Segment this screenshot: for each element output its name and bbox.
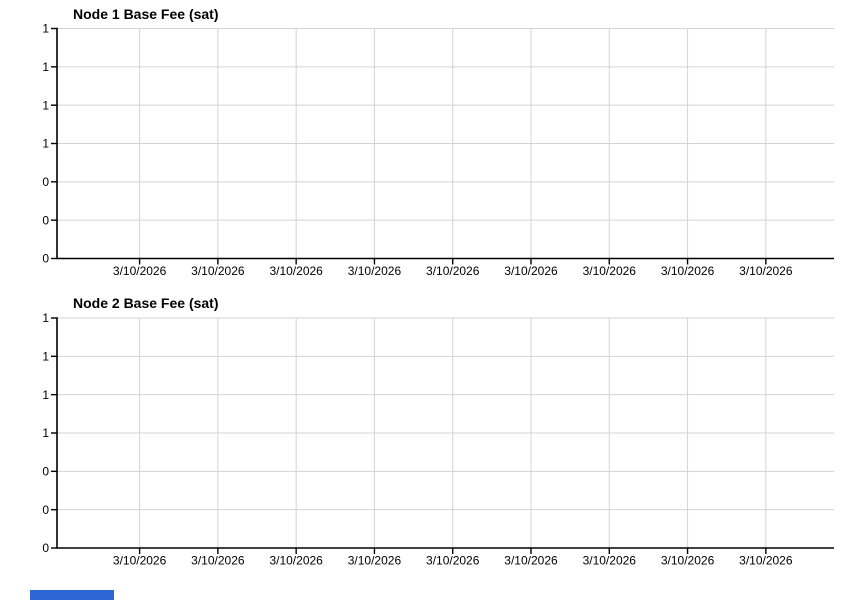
y-tick-label: 0: [42, 465, 49, 479]
x-tick-label: 3/10/2026: [113, 264, 167, 278]
y-tick-label: 0: [42, 175, 49, 189]
y-tick-label: 1: [42, 388, 49, 402]
y-tick-label: 1: [42, 98, 49, 112]
x-tick-label: 3/10/2026: [426, 264, 480, 278]
y-tick-label: 1: [42, 60, 49, 74]
x-tick-label: 3/10/2026: [269, 554, 323, 568]
x-tick-label: 3/10/2026: [661, 554, 715, 568]
chart-title-node1: Node 1 Base Fee (sat): [73, 6, 219, 22]
x-tick-label: 3/10/2026: [348, 264, 402, 278]
x-tick-label: 3/10/2026: [583, 554, 637, 568]
y-tick-label: 1: [42, 350, 49, 364]
y-tick-label: 0: [42, 503, 49, 517]
y-tick-label: 0: [42, 213, 49, 227]
partial-blue-bar: [30, 590, 114, 600]
x-tick-label: 3/10/2026: [504, 554, 558, 568]
x-tick-label: 3/10/2026: [504, 264, 558, 278]
y-tick-label: 1: [42, 426, 49, 440]
x-tick-label: 3/10/2026: [269, 264, 323, 278]
x-tick-label: 3/10/2026: [348, 554, 402, 568]
x-tick-label: 3/10/2026: [191, 554, 245, 568]
x-tick-label: 3/10/2026: [739, 554, 793, 568]
x-tick-label: 3/10/2026: [583, 264, 637, 278]
x-tick-label: 3/10/2026: [426, 554, 480, 568]
x-tick-label: 3/10/2026: [739, 264, 793, 278]
y-tick-label: 1: [42, 137, 49, 151]
chart-title-node2: Node 2 Base Fee (sat): [73, 295, 219, 311]
x-tick-label: 3/10/2026: [113, 554, 167, 568]
y-tick-label: 1: [42, 311, 49, 325]
y-tick-label: 0: [42, 541, 49, 555]
x-tick-label: 3/10/2026: [661, 264, 715, 278]
y-tick-label: 1: [42, 22, 49, 36]
y-tick-label: 0: [42, 252, 49, 266]
x-tick-label: 3/10/2026: [191, 264, 245, 278]
